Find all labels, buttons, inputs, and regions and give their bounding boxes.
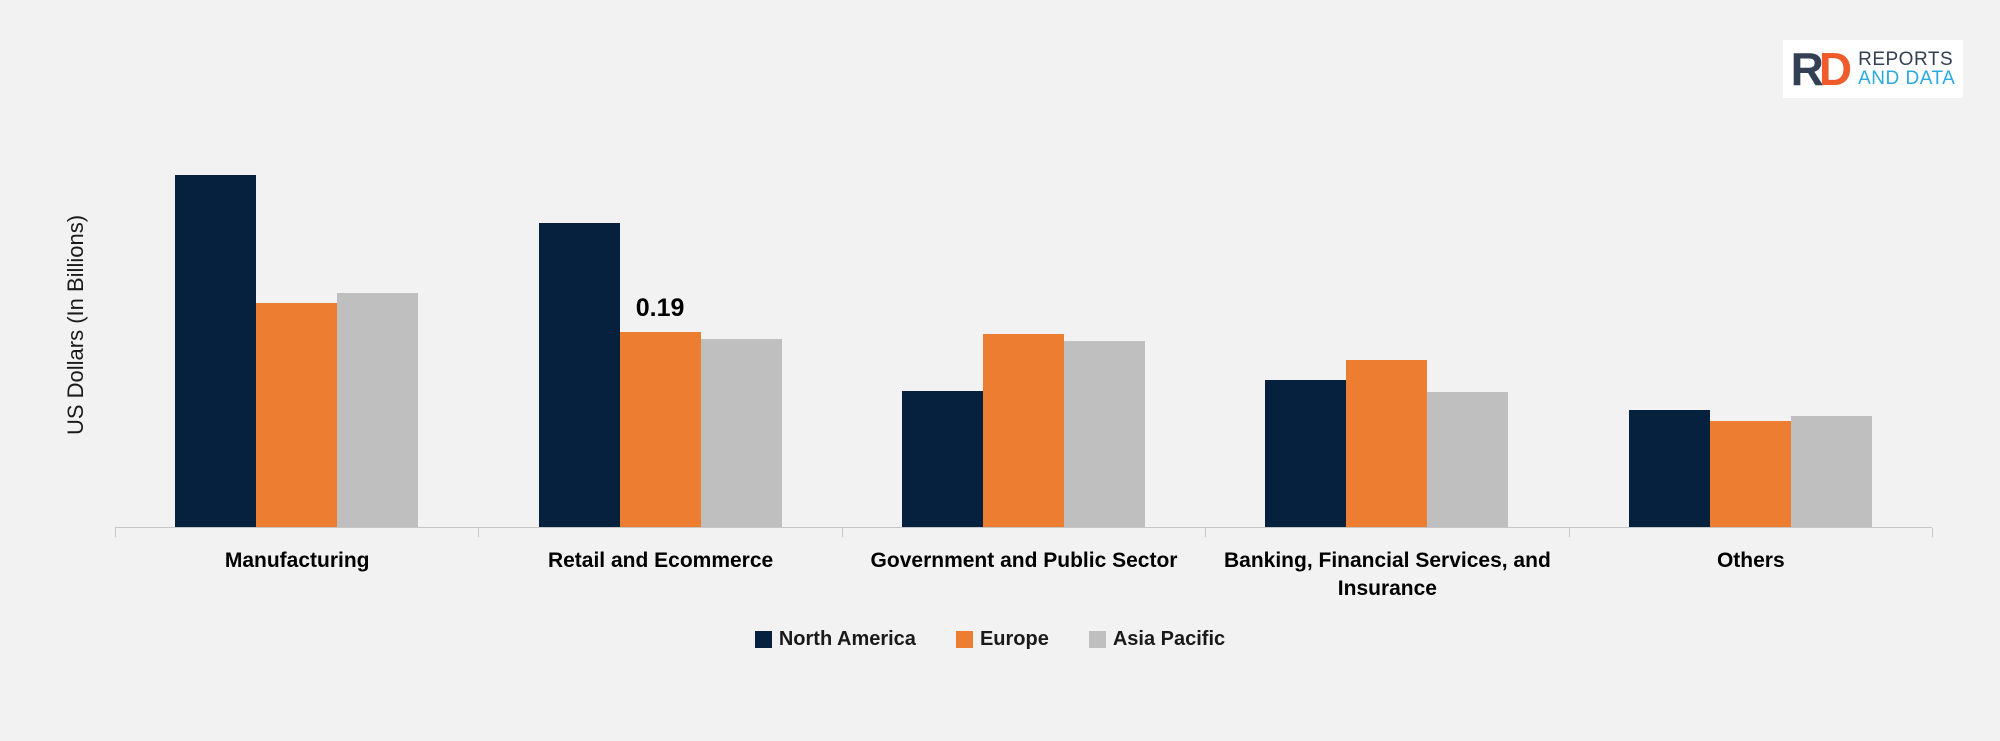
bar-government-and-public-sector-north-america	[902, 390, 983, 527]
x-axis-tick	[1568, 528, 1570, 537]
logo-wordmark: REPORTS AND DATA	[1858, 50, 1955, 88]
bar-retail-and-ecommerce-north-america	[538, 223, 620, 527]
bar-others-europe	[1709, 421, 1791, 527]
bar-government-and-public-sector-europe	[983, 334, 1064, 527]
bar-banking-financial-services-and-insurance-asia-pacific	[1427, 391, 1509, 527]
x-axis-tick	[1932, 528, 1933, 537]
legend-swatch-asia-pacific	[1088, 631, 1106, 648]
category-label-retail-and-ecommerce: Retail and Ecommerce	[547, 549, 774, 572]
bar-banking-financial-services-and-insurance-europe	[1346, 359, 1428, 527]
category-label-others: Others	[1716, 549, 1785, 572]
bar-others-north-america	[1628, 410, 1710, 527]
bar-manufacturing-europe	[256, 303, 338, 527]
bar-retail-and-ecommerce-europe	[619, 332, 701, 527]
x-axis-tick	[478, 528, 480, 537]
legend-swatch-north-america	[754, 631, 772, 648]
category-label-government-and-public-sector: Government and Public Sector	[870, 549, 1178, 572]
bar-manufacturing-north-america	[175, 174, 257, 527]
logo-text-reports: REPORTS	[1858, 49, 1954, 70]
legend-label-north-america: North America	[778, 628, 916, 650]
reports-and-data-logo: RD REPORTS AND DATA	[1783, 40, 1963, 98]
x-axis-line	[115, 527, 1932, 528]
logo-mark-d: D	[1818, 43, 1852, 95]
x-axis-tick	[841, 528, 843, 537]
y-axis-title: US Dollars (In Billions)	[63, 214, 88, 436]
bar-retail-and-ecommerce-asia-pacific	[700, 339, 782, 527]
legend-item-europe: Europe	[955, 628, 1049, 651]
logo-rd-monogram-icon: RD	[1790, 43, 1853, 95]
logo-mark-r: R	[1790, 43, 1824, 95]
x-axis-tick	[115, 528, 116, 537]
legend-swatch-europe	[955, 631, 973, 648]
category-label-banking-financial-services-and-insurance: Banking, Financial Services, and Insuran…	[1223, 549, 1551, 601]
bar-government-and-public-sector-asia-pacific	[1064, 341, 1145, 527]
x-axis-tick	[1205, 528, 1207, 537]
bar-banking-financial-services-and-insurance-north-america	[1265, 380, 1347, 527]
logo-text-and-data: AND DATA	[1858, 68, 1956, 89]
category-label-manufacturing: Manufacturing	[224, 549, 370, 572]
legend-label-asia-pacific: Asia Pacific	[1112, 628, 1226, 650]
legend-label-europe: Europe	[979, 628, 1049, 650]
y-axis-title-wrap: US Dollars (In Billions)	[58, 105, 94, 545]
legend-item-north-america: North America	[754, 628, 916, 651]
bar-others-asia-pacific	[1790, 416, 1872, 527]
legend-item-asia-pacific: Asia Pacific	[1088, 628, 1226, 651]
bar-manufacturing-asia-pacific	[337, 293, 419, 527]
plot-area	[115, 0, 1932, 527]
legend: North America Europe Asia Pacific	[0, 628, 1980, 651]
data-label-retail-and-ecommerce-europe: 0.19	[635, 294, 685, 322]
